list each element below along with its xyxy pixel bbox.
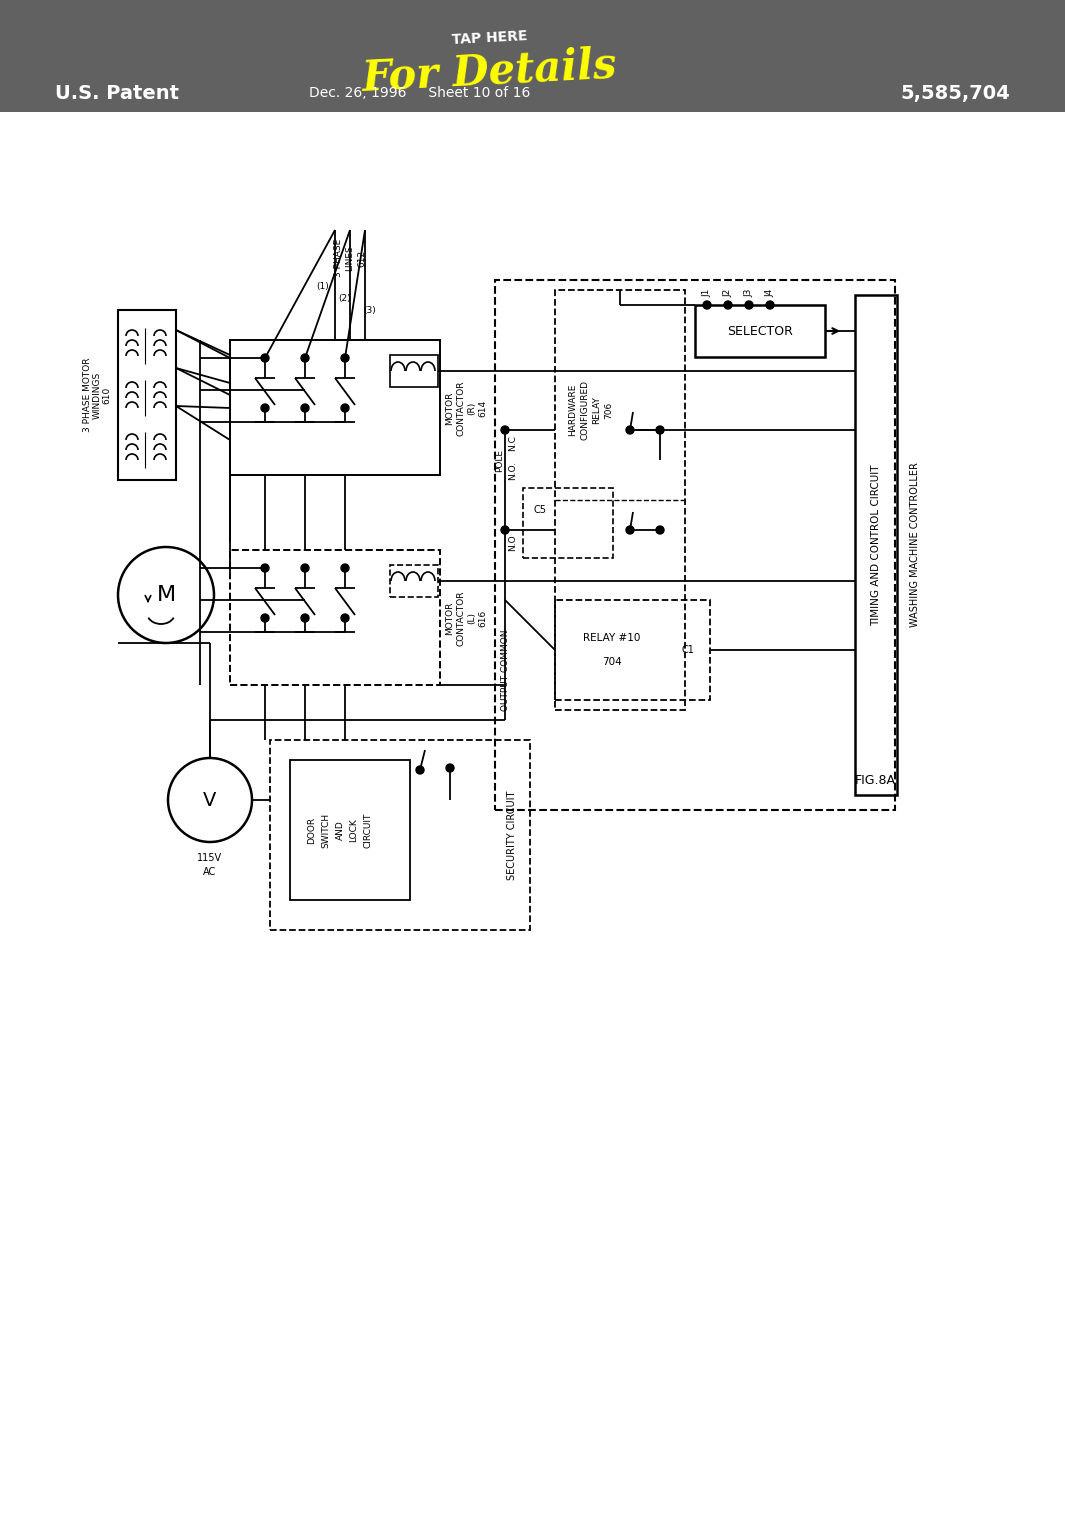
Circle shape xyxy=(626,427,634,434)
Bar xyxy=(290,760,410,901)
Text: (R): (R) xyxy=(468,401,476,415)
Bar xyxy=(555,600,710,700)
Text: CIRCUIT: CIRCUIT xyxy=(363,812,373,847)
Circle shape xyxy=(261,614,269,622)
Text: Dec. 26, 1996     Sheet 10 of 16: Dec. 26, 1996 Sheet 10 of 16 xyxy=(309,85,530,101)
Text: N.O.: N.O. xyxy=(508,460,518,480)
Circle shape xyxy=(501,526,509,533)
Circle shape xyxy=(118,547,214,643)
Circle shape xyxy=(703,302,711,309)
Text: WINDINGS: WINDINGS xyxy=(93,372,101,419)
Bar xyxy=(271,741,530,930)
Bar xyxy=(230,340,440,475)
Bar xyxy=(230,550,440,684)
Text: 5,585,704: 5,585,704 xyxy=(900,84,1010,102)
Text: J4: J4 xyxy=(766,290,774,297)
Text: U.S. Patent: U.S. Patent xyxy=(55,84,179,102)
Circle shape xyxy=(656,526,663,533)
Circle shape xyxy=(446,764,454,773)
Text: V: V xyxy=(203,791,216,809)
Text: N.C: N.C xyxy=(508,434,518,451)
Text: J1: J1 xyxy=(703,290,711,297)
Text: RELAY: RELAY xyxy=(592,396,602,424)
Circle shape xyxy=(341,564,349,572)
Circle shape xyxy=(301,404,309,411)
Circle shape xyxy=(301,564,309,572)
Text: 616: 616 xyxy=(478,610,488,626)
Text: C5: C5 xyxy=(534,504,546,515)
Text: N.O: N.O xyxy=(508,535,518,552)
Text: AND: AND xyxy=(335,820,344,840)
Text: TIMING AND CONTROL CIRCUIT: TIMING AND CONTROL CIRCUIT xyxy=(871,465,881,626)
Circle shape xyxy=(626,526,634,533)
Text: SECURITY CIRCUIT: SECURITY CIRCUIT xyxy=(507,791,517,879)
Text: C1: C1 xyxy=(682,645,694,655)
Circle shape xyxy=(656,427,663,434)
Bar xyxy=(390,565,438,597)
Text: (2): (2) xyxy=(339,294,351,302)
Text: 706: 706 xyxy=(605,401,613,419)
Circle shape xyxy=(341,614,349,622)
Text: For Details: For Details xyxy=(361,44,619,99)
Text: OUTPUT COMMON: OUTPUT COMMON xyxy=(501,629,509,710)
Text: AC: AC xyxy=(203,867,216,876)
Text: CONTACTOR: CONTACTOR xyxy=(457,590,465,646)
Text: (1): (1) xyxy=(316,282,329,291)
Circle shape xyxy=(301,614,309,622)
Text: LOCK: LOCK xyxy=(349,818,359,841)
Circle shape xyxy=(261,564,269,572)
Text: 610: 610 xyxy=(102,387,112,404)
Text: WASHING MACHINE CONTROLLER: WASHING MACHINE CONTROLLER xyxy=(910,463,920,628)
Bar xyxy=(695,305,825,357)
Text: SWITCH: SWITCH xyxy=(322,812,330,847)
Text: DOOR: DOOR xyxy=(308,817,316,844)
Bar xyxy=(855,296,897,796)
Text: 704: 704 xyxy=(602,657,622,668)
Text: 614: 614 xyxy=(478,399,488,416)
Circle shape xyxy=(261,404,269,411)
Text: TAP HERE: TAP HERE xyxy=(452,29,528,47)
Circle shape xyxy=(501,427,509,434)
Bar xyxy=(523,488,613,558)
Text: M: M xyxy=(157,585,176,605)
Bar xyxy=(555,290,685,710)
Text: MOTOR: MOTOR xyxy=(445,602,455,634)
Text: CONFIGURED: CONFIGURED xyxy=(580,379,590,440)
Bar xyxy=(390,355,438,387)
Circle shape xyxy=(341,404,349,411)
Text: 115V: 115V xyxy=(197,853,223,863)
Bar xyxy=(118,309,176,480)
Circle shape xyxy=(261,354,269,363)
Text: 3 PHASE: 3 PHASE xyxy=(333,239,343,277)
Text: J2: J2 xyxy=(723,290,733,297)
Bar xyxy=(0,0,1065,111)
Circle shape xyxy=(301,354,309,363)
Circle shape xyxy=(416,767,424,774)
Circle shape xyxy=(746,302,753,309)
Text: FIG.8A: FIG.8A xyxy=(854,774,896,786)
Circle shape xyxy=(168,757,252,841)
Circle shape xyxy=(341,354,349,363)
Text: POLE: POLE xyxy=(495,448,505,471)
Text: 3 PHASE MOTOR: 3 PHASE MOTOR xyxy=(82,358,92,433)
Circle shape xyxy=(724,302,732,309)
Text: J3: J3 xyxy=(744,290,754,297)
Text: SELECTOR: SELECTOR xyxy=(727,325,793,337)
Text: LINES: LINES xyxy=(345,245,355,271)
Text: HARDWARE: HARDWARE xyxy=(569,384,577,436)
Text: (L): (L) xyxy=(468,613,476,623)
Text: RELAY #10: RELAY #10 xyxy=(584,632,641,643)
Text: (3): (3) xyxy=(363,305,376,314)
Text: MOTOR: MOTOR xyxy=(445,392,455,425)
Text: CONTACTOR: CONTACTOR xyxy=(457,381,465,436)
Text: 612: 612 xyxy=(358,250,366,267)
Bar xyxy=(495,280,895,809)
Circle shape xyxy=(766,302,774,309)
